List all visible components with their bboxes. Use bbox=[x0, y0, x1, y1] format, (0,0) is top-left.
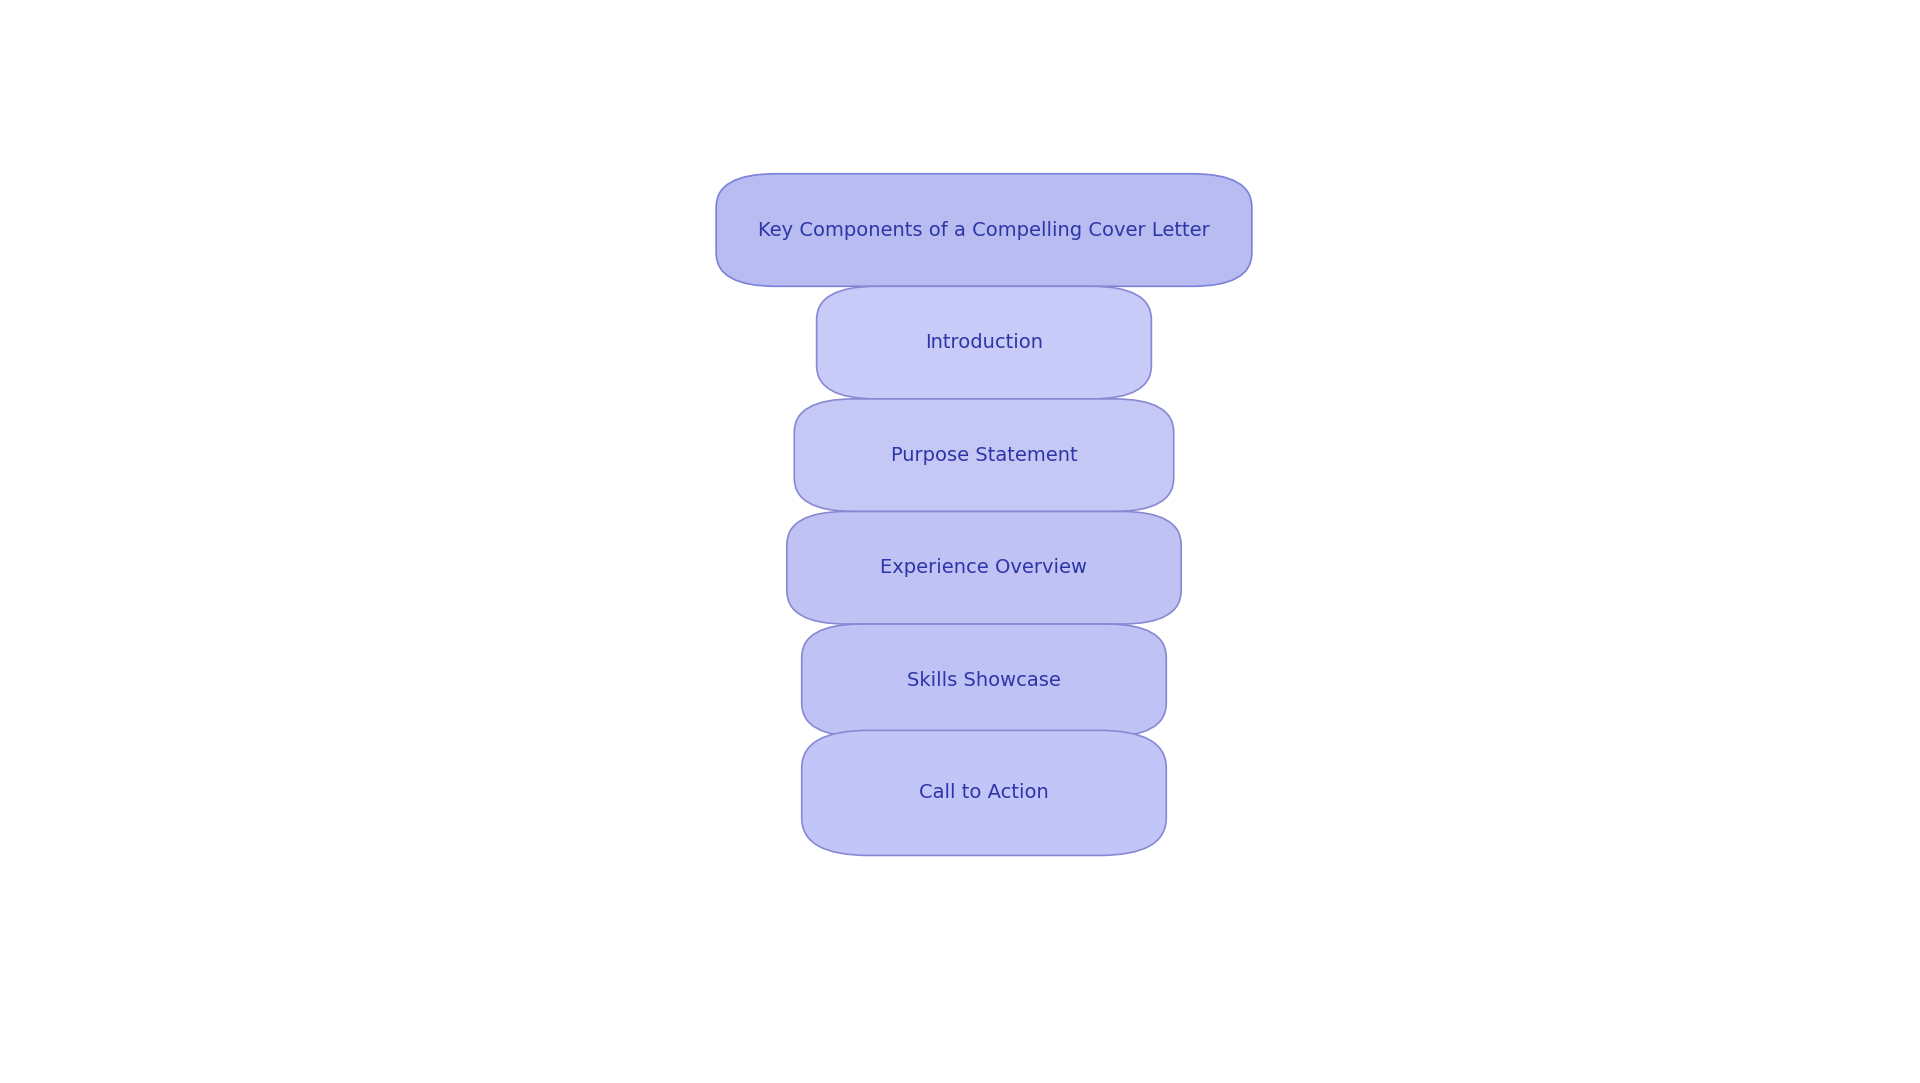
FancyBboxPatch shape bbox=[803, 624, 1165, 736]
FancyBboxPatch shape bbox=[716, 173, 1252, 286]
FancyBboxPatch shape bbox=[816, 286, 1152, 399]
Text: Purpose Statement: Purpose Statement bbox=[891, 446, 1077, 465]
Text: Experience Overview: Experience Overview bbox=[881, 558, 1087, 577]
Text: Introduction: Introduction bbox=[925, 334, 1043, 352]
Text: Key Components of a Compelling Cover Letter: Key Components of a Compelling Cover Let… bbox=[758, 221, 1210, 239]
FancyBboxPatch shape bbox=[803, 730, 1165, 856]
FancyBboxPatch shape bbox=[787, 511, 1181, 624]
Text: Skills Showcase: Skills Showcase bbox=[906, 670, 1062, 690]
FancyBboxPatch shape bbox=[795, 399, 1173, 511]
Text: Call to Action: Call to Action bbox=[920, 783, 1048, 803]
